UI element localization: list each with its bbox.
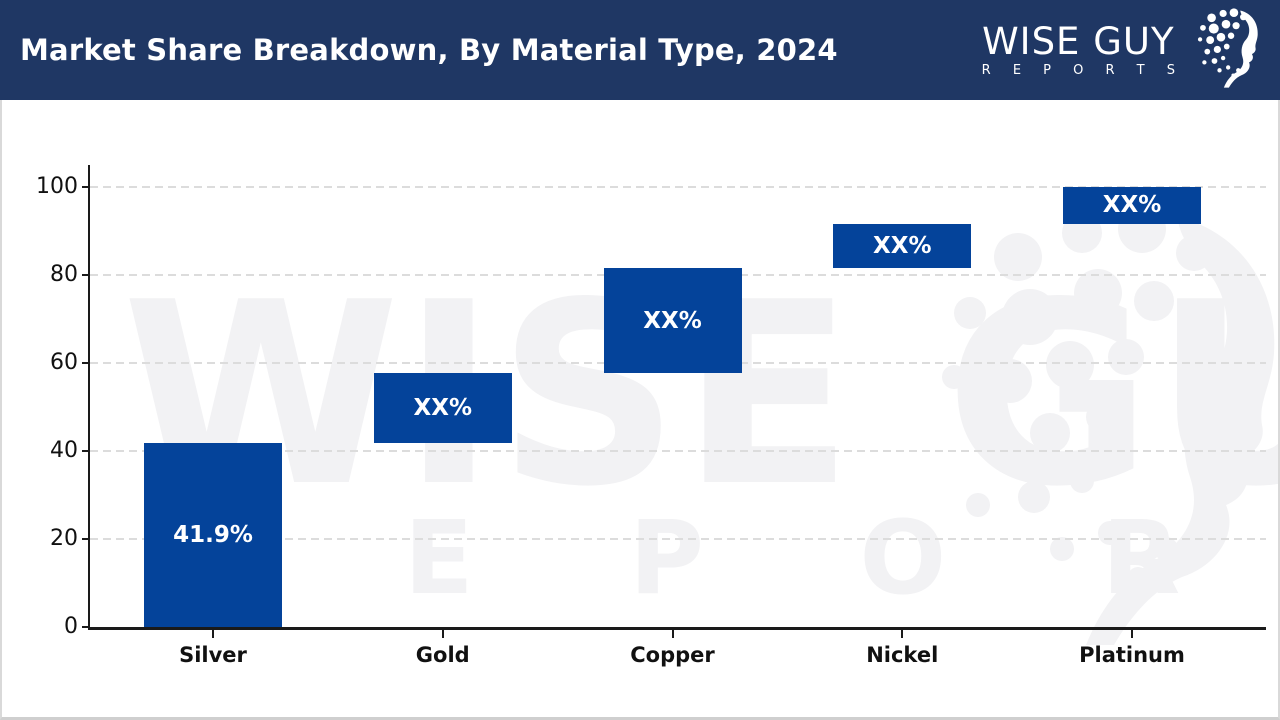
gridline-40 [90,450,1266,452]
x-tick-gold [441,630,444,638]
bar-platinum: XX% [1063,187,1201,224]
bar-copper: XX% [603,268,742,374]
x-axis-spine [88,627,1266,630]
y-tick-label-100: 100 [36,174,78,199]
x-tick-label-nickel: Nickel [866,643,939,667]
bar-label-silver: 41.9% [173,521,253,548]
y-tick-40 [82,450,90,452]
gridline-100 [90,186,1266,188]
x-tick-label-platinum: Platinum [1079,643,1185,667]
x-tick-label-copper: Copper [630,643,715,667]
y-tick-label-0: 0 [64,614,78,639]
page-title: Market Share Breakdown, By Material Type… [20,33,838,67]
x-tick-platinum [1131,630,1133,638]
x-tick-silver [212,630,214,638]
y-axis-spine [88,165,90,629]
y-tick-label-20: 20 [50,526,78,551]
bar-label-copper: XX% [643,307,702,334]
bar-gold: XX% [373,373,512,443]
bar-label-nickel: XX% [872,232,932,259]
y-tick-60 [82,362,90,364]
wise-guy-logo: WISE GUY R E P O R T S [973,6,1262,94]
x-tick-label-silver: Silver [179,643,247,667]
logo-face-icon [1190,6,1262,94]
x-tick-copper [671,630,674,638]
watermark-face-icon [898,190,1278,664]
y-tick-100 [82,186,90,188]
y-tick-label-80: 80 [50,262,78,287]
logo-text: WISE GUY R E P O R T S [973,23,1184,77]
bar-label-platinum: XX% [1102,192,1162,219]
y-tick-label-60: 60 [50,350,78,375]
bar-silver: 41.9% [144,442,282,627]
x-tick-label-gold: Gold [415,643,470,667]
header-bar: Market Share Breakdown, By Material Type… [0,0,1280,100]
bar-label-gold: XX% [413,394,472,421]
chart-area: WISE GUY R E P O R T S 02040608010041.9%… [0,100,1280,720]
logo-wordmark: WISE GUY [982,20,1175,63]
bar-nickel: XX% [833,223,972,269]
y-tick-label-40: 40 [50,438,78,463]
gridline-20 [90,538,1266,540]
logo-subtitle: R E P O R T S [981,63,1184,78]
y-tick-20 [82,538,90,540]
x-tick-nickel [901,630,904,638]
y-tick-80 [82,274,90,276]
y-tick-0 [82,626,90,628]
